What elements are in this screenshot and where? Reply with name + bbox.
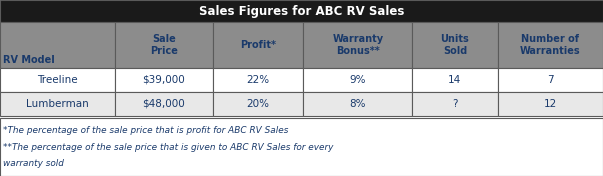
Bar [303,68,412,92]
Bar [497,92,603,116]
Text: 22%: 22% [247,75,270,85]
Text: 8%: 8% [350,99,366,109]
Bar [0,22,115,68]
Bar [213,22,303,68]
Bar [0,118,603,176]
Bar [497,22,603,68]
Text: 7: 7 [547,75,554,85]
Text: 12: 12 [544,99,557,109]
Bar [115,22,213,68]
Text: 9%: 9% [350,75,366,85]
Text: Lumberman: Lumberman [26,99,89,109]
Text: Sales Figures for ABC RV Sales: Sales Figures for ABC RV Sales [199,5,404,17]
Bar [497,68,603,92]
Bar [303,22,412,68]
Bar [303,92,412,116]
Bar [115,68,213,92]
Text: Units
Sold: Units Sold [441,34,469,56]
Text: ?: ? [452,99,458,109]
Text: Warranty
Bonus**: Warranty Bonus** [332,34,384,56]
Text: Treeline: Treeline [37,75,78,85]
Text: **The percentage of the sale price that is given to ABC RV Sales for every: **The percentage of the sale price that … [3,143,333,152]
Text: $39,000: $39,000 [142,75,185,85]
Text: Profit*: Profit* [240,40,276,50]
Text: *The percentage of the sale price that is profit for ABC RV Sales: *The percentage of the sale price that i… [3,126,288,135]
Text: Number of
Warranties: Number of Warranties [520,34,581,56]
Text: Sale
Price: Sale Price [150,34,178,56]
Bar [412,92,497,116]
Bar [0,92,115,116]
Text: $48,000: $48,000 [142,99,185,109]
Bar [412,68,497,92]
Text: 14: 14 [448,75,461,85]
Bar [0,68,115,92]
Text: 20%: 20% [247,99,270,109]
Bar [0,0,603,22]
Text: warranty sold: warranty sold [3,159,64,168]
Bar [115,92,213,116]
Bar [412,22,497,68]
Bar [213,68,303,92]
Bar [213,92,303,116]
Text: RV Model: RV Model [3,55,55,65]
